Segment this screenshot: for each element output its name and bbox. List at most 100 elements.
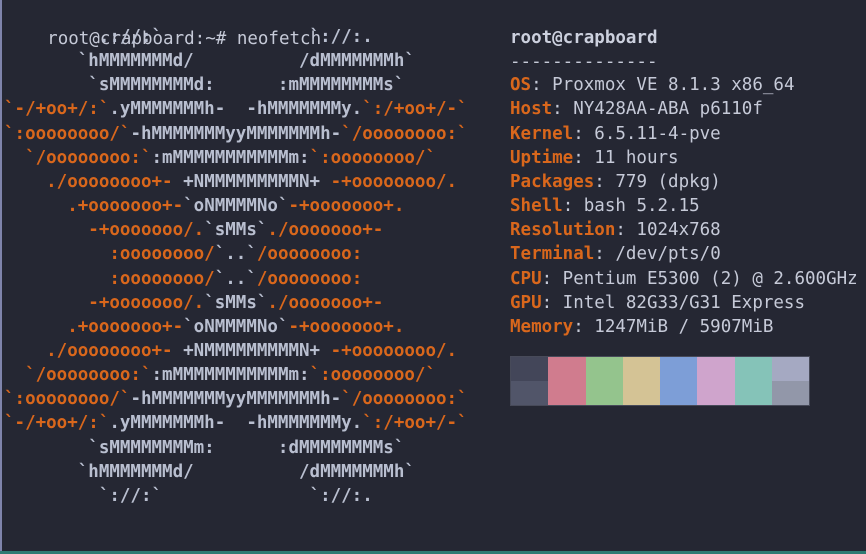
palette-color-swatch <box>585 381 623 405</box>
ascii-art-line: `sMMMMMMMMd: :mMMMMMMMMs` <box>4 73 404 97</box>
palette-color-swatch <box>585 357 623 381</box>
palette-color-swatch <box>622 381 660 405</box>
palette-color-swatch <box>771 381 809 405</box>
palette-color-swatch <box>697 381 735 405</box>
art-segment-orange: -+ooooooo/. <box>4 220 205 240</box>
ascii-art-line: ./oooooooo+- +NMMMMMMMMMN+ -+oooooooo/. <box>4 170 457 194</box>
art-segment-white: .://:` `://:. <box>4 27 373 47</box>
art-segment-white: `oNMMMMNo` <box>183 317 289 337</box>
info-label: Memory <box>510 317 574 337</box>
art-segment-orange: `/oooooooo:` <box>341 124 468 144</box>
art-segment-orange: :oooooooo/ <box>4 269 215 289</box>
art-segment-orange: -+oooooooo/. <box>320 172 458 192</box>
ascii-art-line: .://:` `://:. <box>4 25 373 49</box>
info-value: : Pentium E5300 (2) @ 2.600GHz <box>541 269 858 289</box>
art-segment-white: `://:` `://:. <box>4 486 373 506</box>
art-segment-orange: /oooooooo: <box>256 244 363 264</box>
art-segment-orange: `:oooooooo/` <box>4 389 131 409</box>
palette-color-swatch <box>548 357 586 381</box>
prompt-text: root@crapboard:~# <box>47 29 227 49</box>
art-segment-white: `..` <box>214 244 257 264</box>
info-value: : 1247MiB / 5907MiB <box>573 317 774 337</box>
art-segment-orange: `:oooooooo/` <box>309 148 436 168</box>
art-segment-orange: ./oooooooo+- <box>4 341 184 361</box>
info-value: : bash 5.2.15 <box>562 196 700 216</box>
art-segment-white: `hMMMMMMMd/ /dMMMMMMMh` <box>4 51 415 71</box>
info-label: Kernel <box>510 124 574 144</box>
palette-color-swatch <box>660 357 698 381</box>
ascii-art-line: -+ooooooo/.`sMMs`./ooooooo+- <box>4 291 383 315</box>
art-segment-white: `sMMMMMMMMd: :mMMMMMMMMs` <box>4 75 405 95</box>
palette-color-swatch <box>697 357 735 381</box>
ascii-art-line: `:oooooooo/`-hMMMMMMMyyMMMMMMMh-`/oooooo… <box>4 122 468 146</box>
info-value: : 11 hours <box>573 148 679 168</box>
palette-color-swatch <box>511 381 549 405</box>
info-row-host: Host: NY428AA-ABA p6110f <box>510 97 763 121</box>
info-value: : Proxmox VE 8.1.3 x86_64 <box>531 75 795 95</box>
palette-row-bright <box>511 381 809 405</box>
art-segment-orange: ./ooooooo+- <box>267 293 384 313</box>
info-label: Packages <box>510 172 595 192</box>
art-segment-orange: -+ooooooo+. <box>288 317 405 337</box>
art-segment-orange: :oooooooo/ <box>4 244 215 264</box>
ascii-art-line: `-/+oo+/:`.yMMMMMMMh- -hMMMMMMMy.`:/+oo+… <box>4 411 468 435</box>
command-text: neofetch <box>236 29 322 49</box>
info-row-kernel: Kernel: 6.5.11-4-pve <box>510 122 721 146</box>
palette-color-swatch <box>622 357 660 381</box>
info-label: Host <box>510 99 553 119</box>
info-value: : NY428AA-ABA p6110f <box>552 99 763 119</box>
ascii-art-line: `://:` `://:. <box>4 484 373 508</box>
palette-color-swatch <box>734 381 772 405</box>
art-segment-orange: `:oooooooo/` <box>309 365 436 385</box>
ascii-art-line: `:oooooooo/`-hMMMMMMMyyMMMMMMMh-`/oooooo… <box>4 387 468 411</box>
info-label: Shell <box>510 196 563 216</box>
ascii-art-line: .+ooooooo+-`oNMMMMNo`-+ooooooo+. <box>4 315 404 339</box>
art-segment-white: `oNMMMMNo` <box>183 196 289 216</box>
ascii-art-line: `-/+oo+/:`.yMMMMMMMh- -hMMMMMMMy.`:/+oo+… <box>4 97 468 121</box>
art-segment-orange: `/oooooooo:` <box>4 148 152 168</box>
art-segment-white: -hMMMMMMMyyMMMMMMMh- <box>130 124 342 144</box>
art-segment-orange: -+ooooooo+. <box>288 196 405 216</box>
ascii-art-line: `/oooooooo:`:mMMMMMMMMMMMm:`:oooooooo/` <box>4 146 436 170</box>
info-value: : 1024x768 <box>615 220 721 240</box>
ascii-art-line: -+ooooooo/.`sMMs`./ooooooo+- <box>4 218 383 242</box>
art-segment-white: +NMMMMMMMMMN+ <box>183 341 321 361</box>
info-value: : 6.5.11-4-pve <box>573 124 721 144</box>
terminal-left-border <box>0 0 2 554</box>
info-label: OS <box>510 75 532 95</box>
art-segment-orange: ./ooooooo+- <box>267 220 384 240</box>
info-label: Terminal <box>510 244 595 264</box>
art-segment-white: +NMMMMMMMMMN+ <box>183 172 321 192</box>
art-segment-orange: -+oooooooo/. <box>320 341 458 361</box>
palette-color-swatch <box>660 381 698 405</box>
info-value: : Intel 82G33/G31 Express <box>541 293 806 313</box>
art-segment-orange: ./oooooooo+- <box>4 172 184 192</box>
info-row-resolution: Resolution: 1024x768 <box>510 218 721 242</box>
command-line: root@crapboard:~# neofetch <box>5 3 321 49</box>
palette-color-swatch <box>771 357 809 381</box>
art-segment-white: `sMMs` <box>204 220 268 240</box>
info-value: : /dev/pts/0 <box>594 244 721 264</box>
info-row-shell: Shell: bash 5.2.15 <box>510 194 700 218</box>
art-segment-orange: .+ooooooo+- <box>4 317 184 337</box>
art-segment-orange: `:/+oo+/-` <box>362 413 468 433</box>
palette-color-swatch <box>548 381 586 405</box>
ascii-art-line: `sMMMMMMMMm: :dMMMMMMMMs` <box>4 436 404 460</box>
art-segment-orange: `-/+oo+/:` <box>4 413 110 433</box>
info-value: : 779 (dpkg) <box>594 172 721 192</box>
ascii-art-line: `hMMMMMMMd/ /dMMMMMMMh` <box>4 460 415 484</box>
info-row-packages: Packages: 779 (dpkg) <box>510 170 721 194</box>
art-segment-white: `hMMMMMMMd/ /dMMMMMMMh` <box>4 462 415 482</box>
info-row-os: OS: Proxmox VE 8.1.3 x86_64 <box>510 73 794 97</box>
art-segment-orange: `/oooooooo:` <box>4 365 152 385</box>
info-row-memory: Memory: 1247MiB / 5907MiB <box>510 315 773 339</box>
info-row-terminal: Terminal: /dev/pts/0 <box>510 242 721 266</box>
art-segment-orange: /oooooooo: <box>256 269 363 289</box>
palette-color-swatch <box>511 357 549 381</box>
art-segment-orange: .+ooooooo+- <box>4 196 184 216</box>
art-segment-white: .yMMMMMMMh- -hMMMMMMMy. <box>109 413 363 433</box>
ascii-art-line: :oooooooo/`..`/oooooooo: <box>4 267 362 291</box>
info-separator: -------------- <box>510 52 658 72</box>
terminal-color-palette <box>511 357 809 405</box>
